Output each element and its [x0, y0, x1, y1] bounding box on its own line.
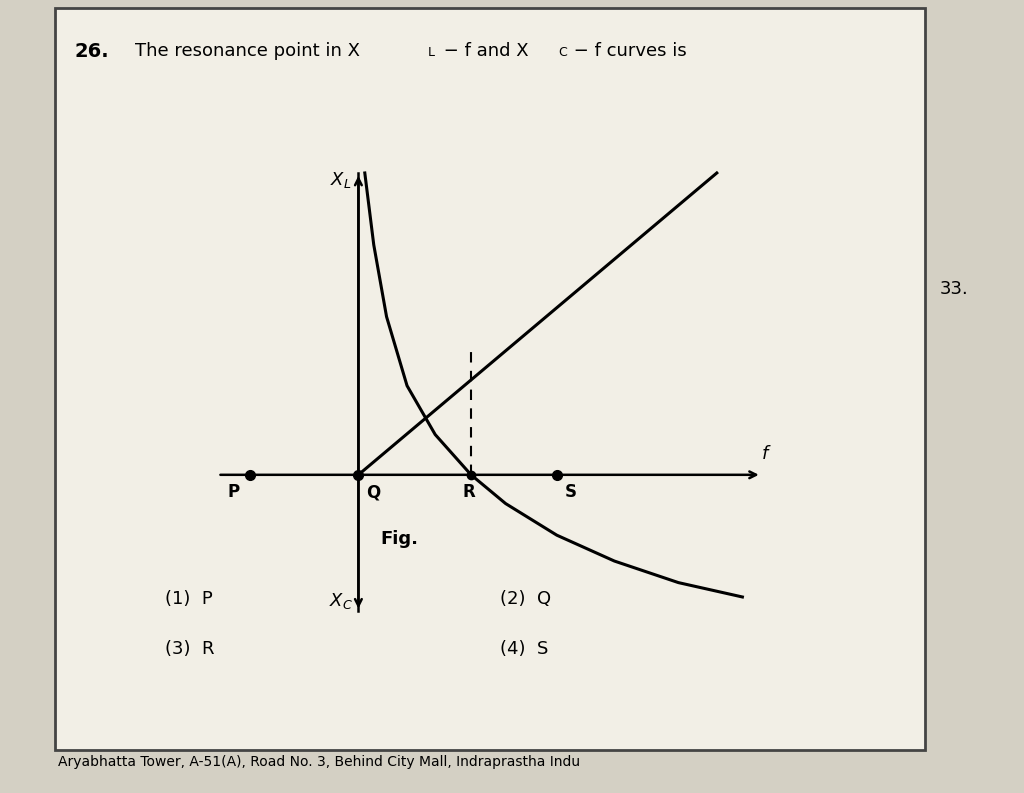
Text: 26.: 26. [75, 42, 110, 61]
Text: S: S [564, 484, 577, 501]
Text: (1)  P: (1) P [165, 590, 213, 608]
Text: − f and X: − f and X [438, 42, 528, 60]
Text: $X_L$: $X_L$ [330, 170, 351, 190]
Text: L: L [428, 46, 435, 59]
Text: $X_C$: $X_C$ [329, 592, 352, 611]
Text: Fig.: Fig. [380, 530, 418, 548]
Text: P: P [227, 484, 240, 501]
Text: (4)  S: (4) S [500, 640, 549, 658]
Text: Aryabhatta Tower, A-51(A), Road No. 3, Behind City Mall, Indraprastha Indu: Aryabhatta Tower, A-51(A), Road No. 3, B… [58, 755, 581, 769]
Text: f: f [762, 446, 768, 463]
Text: Q: Q [367, 484, 380, 501]
Text: (3)  R: (3) R [165, 640, 214, 658]
Text: R: R [462, 484, 475, 501]
Text: − f curves is: − f curves is [568, 42, 687, 60]
Text: 33.: 33. [940, 280, 969, 298]
Text: C: C [558, 46, 566, 59]
Text: (2)  Q: (2) Q [500, 590, 551, 608]
Bar [55, 8, 925, 750]
Text: The resonance point in X: The resonance point in X [135, 42, 360, 60]
